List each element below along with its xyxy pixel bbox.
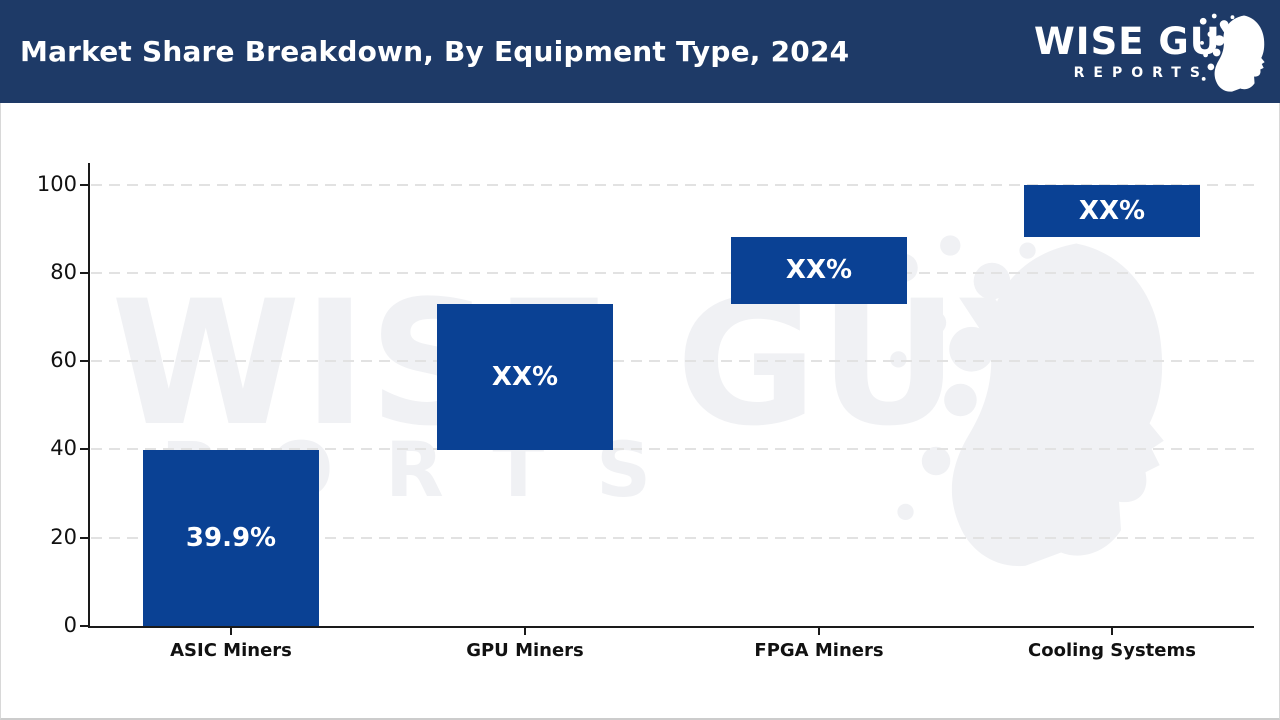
gridline (91, 360, 1254, 363)
y-axis-label: 60 (50, 348, 77, 373)
bar: 39.9% (143, 449, 319, 626)
x-axis-line (88, 626, 1254, 628)
bar-value-label: 39.9% (185, 522, 277, 553)
bar-value-label: XX% (1078, 195, 1146, 226)
bar: XX% (731, 236, 907, 304)
y-axis-tick (80, 183, 89, 186)
gridline (91, 448, 1254, 451)
header-bar: Market Share Breakdown, By Equipment Typ… (0, 0, 1280, 103)
gridline (91, 183, 1254, 186)
y-axis-label: 0 (63, 613, 77, 637)
x-axis-tick (818, 626, 820, 635)
y-axis-label: 100 (36, 171, 77, 196)
x-axis-tick (230, 626, 232, 635)
x-axis-label: ASIC Miners (170, 640, 292, 661)
y-axis-label: 20 (50, 524, 77, 549)
y-axis-tick (80, 271, 89, 274)
page-title: Market Share Breakdown, By Equipment Typ… (20, 35, 850, 68)
bar-value-label: XX% (785, 255, 853, 286)
logo-subtitle: REPORTS (1073, 65, 1209, 81)
x-axis-label: GPU Miners (466, 640, 584, 661)
x-axis-label: FPGA Miners (754, 640, 884, 661)
wise-guy-logo: WISE GUY REPORTS (1006, 6, 1268, 98)
chart-area: WISE GUY PORTS 0 20 40 60 80 100 39.9% ASIC Min… (0, 103, 1280, 720)
x-axis-tick (1111, 626, 1113, 635)
gridline (91, 536, 1254, 539)
logo-text: WISE GUY REPORTS (1034, 20, 1249, 82)
x-axis-label: Cooling Systems (1028, 640, 1196, 661)
y-axis-tick (80, 448, 89, 451)
bar: XX% (437, 303, 613, 450)
bar-value-label: XX% (491, 361, 559, 392)
logo-wordmark: WISE GUY (1034, 20, 1249, 63)
y-axis-line (88, 163, 90, 628)
x-axis-tick (524, 626, 526, 635)
y-axis-tick (80, 360, 89, 363)
y-axis-tick (80, 536, 89, 539)
bar: XX% (1024, 184, 1200, 237)
y-axis-label: 40 (50, 436, 77, 461)
y-axis-label: 80 (50, 259, 77, 284)
y-axis-tick (80, 625, 89, 627)
gridline (91, 271, 1254, 274)
